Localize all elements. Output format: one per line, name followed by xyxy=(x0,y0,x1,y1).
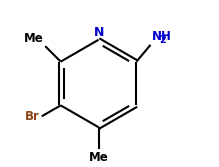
Text: Br: Br xyxy=(25,110,40,123)
Text: Me: Me xyxy=(89,151,108,164)
Text: NH: NH xyxy=(152,30,171,43)
Text: Me: Me xyxy=(24,32,44,45)
Text: 2: 2 xyxy=(159,35,166,45)
Text: N: N xyxy=(93,26,104,39)
